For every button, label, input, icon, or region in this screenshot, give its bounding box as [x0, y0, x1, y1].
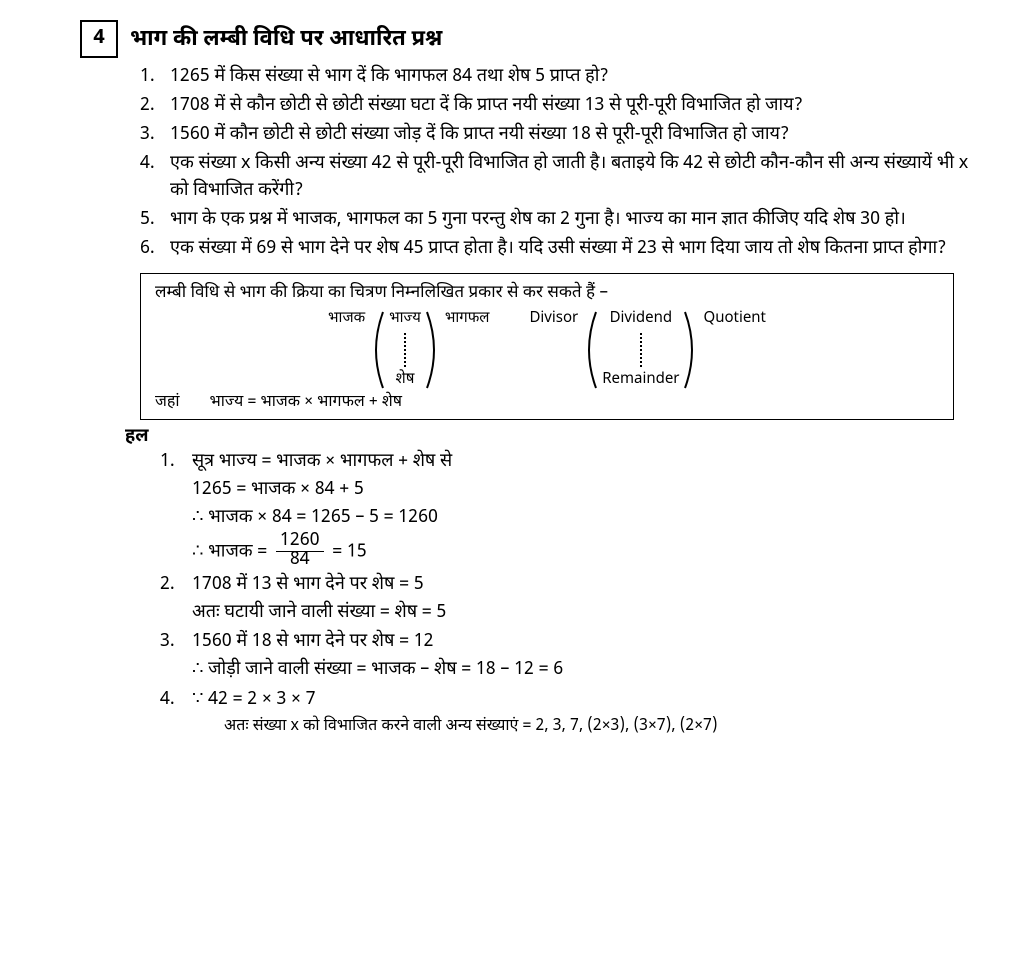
question-number: 1.: [140, 64, 162, 91]
solution-line: ∴ भाजक = 1260 84 = 15: [192, 533, 452, 570]
remainder-label-hi: शेष: [396, 371, 415, 390]
solution-number: 4.: [160, 687, 182, 740]
box-title: लम्बी विधि से भाग की क्रिया का चित्रण नि…: [155, 282, 939, 304]
solution-item: 1. सूत्र भाज्य = भाजक × भागफल + शेष से 1…: [160, 449, 984, 570]
paren-icon: [423, 310, 443, 390]
solution-item: 3. 1560 में 18 से भाग देने पर शेष = 12 ∴…: [160, 629, 984, 685]
formula-text: भाज्य = भाजक × भागफल + शेष: [210, 392, 403, 413]
question-item: 2. 1708 में से कौन छोटी से छोटी संख्या घ…: [140, 93, 984, 120]
where-label: जहां: [155, 392, 180, 413]
solution-text: ∵ 42 = 2 × 3 × 7 अतः संख्या x को विभाजित…: [192, 687, 718, 740]
quotient-label-hi: भागफल: [445, 310, 490, 329]
solution-number: 2.: [160, 572, 182, 628]
quotient-label-en: Quotient: [703, 310, 766, 329]
dotted-line-icon: [640, 333, 642, 367]
solution-line: 1560 में 18 से भाग देने पर शेष = 12: [192, 629, 563, 657]
paren-icon: [681, 310, 701, 390]
question-text: 1708 में से कौन छोटी से छोटी संख्या घटा …: [170, 93, 803, 120]
solution-line: 1708 में 13 से भाग देने पर शेष = 5: [192, 572, 446, 600]
page: 4 भाग की लम्बी विधि पर आधारित प्रश्न 1. …: [0, 0, 1024, 752]
paren-icon: [367, 310, 387, 390]
question-text: 1560 में कौन छोटी से छोटी संख्या जोड़ दे…: [170, 122, 789, 149]
question-number: 3.: [140, 122, 162, 149]
fraction: 1260 84: [276, 533, 324, 570]
diagram-hindi: भाजक भाज्य शेष भागफल: [328, 310, 489, 390]
diagram-english: Divisor Dividend Remainder Quotient: [529, 310, 766, 390]
solution-fragment: ∴ भाजक =: [192, 541, 267, 564]
question-number: 4.: [140, 151, 162, 205]
question-item: 4. एक संख्या x किसी अन्य संख्या 42 से पू…: [140, 151, 984, 205]
solution-line: अतः घटायी जाने वाली संख्या = शेष = 5: [192, 600, 446, 628]
fraction-denominator: 84: [286, 552, 314, 570]
question-item: 6. एक संख्या में 69 से भाग देने पर शेष 4…: [140, 236, 984, 263]
question-item: 1. 1265 में किस संख्या से भाग दें कि भाग…: [140, 64, 984, 91]
question-number: 2.: [140, 93, 162, 120]
question-text: एक संख्या x किसी अन्य संख्या 42 से पूरी-…: [170, 151, 984, 205]
question-item: 5. भाग के एक प्रश्न में भाजक, भागफल का 5…: [140, 207, 984, 234]
solution-text: सूत्र भाज्य = भाजक × भागफल + शेष से 1265…: [192, 449, 452, 570]
solution-line: 1265 = भाजक × 84 + 5: [192, 477, 452, 505]
diagram-row: भाजक भाज्य शेष भागफल Divisor Dividend Re…: [155, 310, 939, 390]
question-list: 1. 1265 में किस संख्या से भाग दें कि भाग…: [140, 64, 984, 263]
solution-text: 1708 में 13 से भाग देने पर शेष = 5 अतः घ…: [192, 572, 446, 628]
formula-box: लम्बी विधि से भाग की क्रिया का चित्रण नि…: [140, 273, 954, 420]
solution-line: सूत्र भाज्य = भाजक × भागफल + शेष से: [192, 449, 452, 477]
solution-item: 2. 1708 में 13 से भाग देने पर शेष = 5 अत…: [160, 572, 984, 628]
solution-number: 3.: [160, 629, 182, 685]
solution-line: ∵ 42 = 2 × 3 × 7: [192, 687, 718, 715]
solution-list: 1. सूत्र भाज्य = भाजक × भागफल + शेष से 1…: [160, 449, 984, 740]
section-number-box: 4: [80, 20, 118, 58]
paren-icon: [580, 310, 600, 390]
divisor-label-en: Divisor: [529, 310, 578, 329]
question-number: 5.: [140, 207, 162, 234]
solution-item: 4. ∵ 42 = 2 × 3 × 7 अतः संख्या x को विभा…: [160, 687, 984, 740]
dividend-label-en: Dividend: [610, 310, 673, 329]
solution-number: 1.: [160, 449, 182, 570]
question-text: एक संख्या में 69 से भाग देने पर शेष 45 प…: [170, 236, 946, 263]
solution-heading: हल: [125, 426, 984, 449]
question-number: 6.: [140, 236, 162, 263]
question-item: 3. 1560 में कौन छोटी से छोटी संख्या जोड़…: [140, 122, 984, 149]
dotted-line-icon: [404, 333, 406, 367]
divisor-label-hi: भाजक: [328, 310, 365, 329]
section-title: भाग की लम्बी विधि पर आधारित प्रश्न: [130, 25, 442, 54]
question-text: भाग के एक प्रश्न में भाजक, भागफल का 5 गु…: [170, 207, 906, 234]
box-footer: जहां भाज्य = भाजक × भागफल + शेष: [155, 392, 939, 413]
section-header: 4 भाग की लम्बी विधि पर आधारित प्रश्न: [80, 20, 984, 58]
solution-line: ∴ जोड़ी जाने वाली संख्या = भाजक – शेष = …: [192, 657, 563, 685]
solution-line: ∴ भाजक × 84 = 1265 – 5 = 1260: [192, 505, 452, 533]
remainder-label-en: Remainder: [602, 371, 679, 390]
question-text: 1265 में किस संख्या से भाग दें कि भागफल …: [170, 64, 609, 91]
dividend-label-hi: भाज्य: [389, 310, 421, 329]
solution-fragment: = 15: [332, 541, 366, 564]
solution-line: अतः संख्या x को विभाजित करने वाली अन्य स…: [224, 715, 718, 740]
solution-text: 1560 में 18 से भाग देने पर शेष = 12 ∴ जो…: [192, 629, 563, 685]
